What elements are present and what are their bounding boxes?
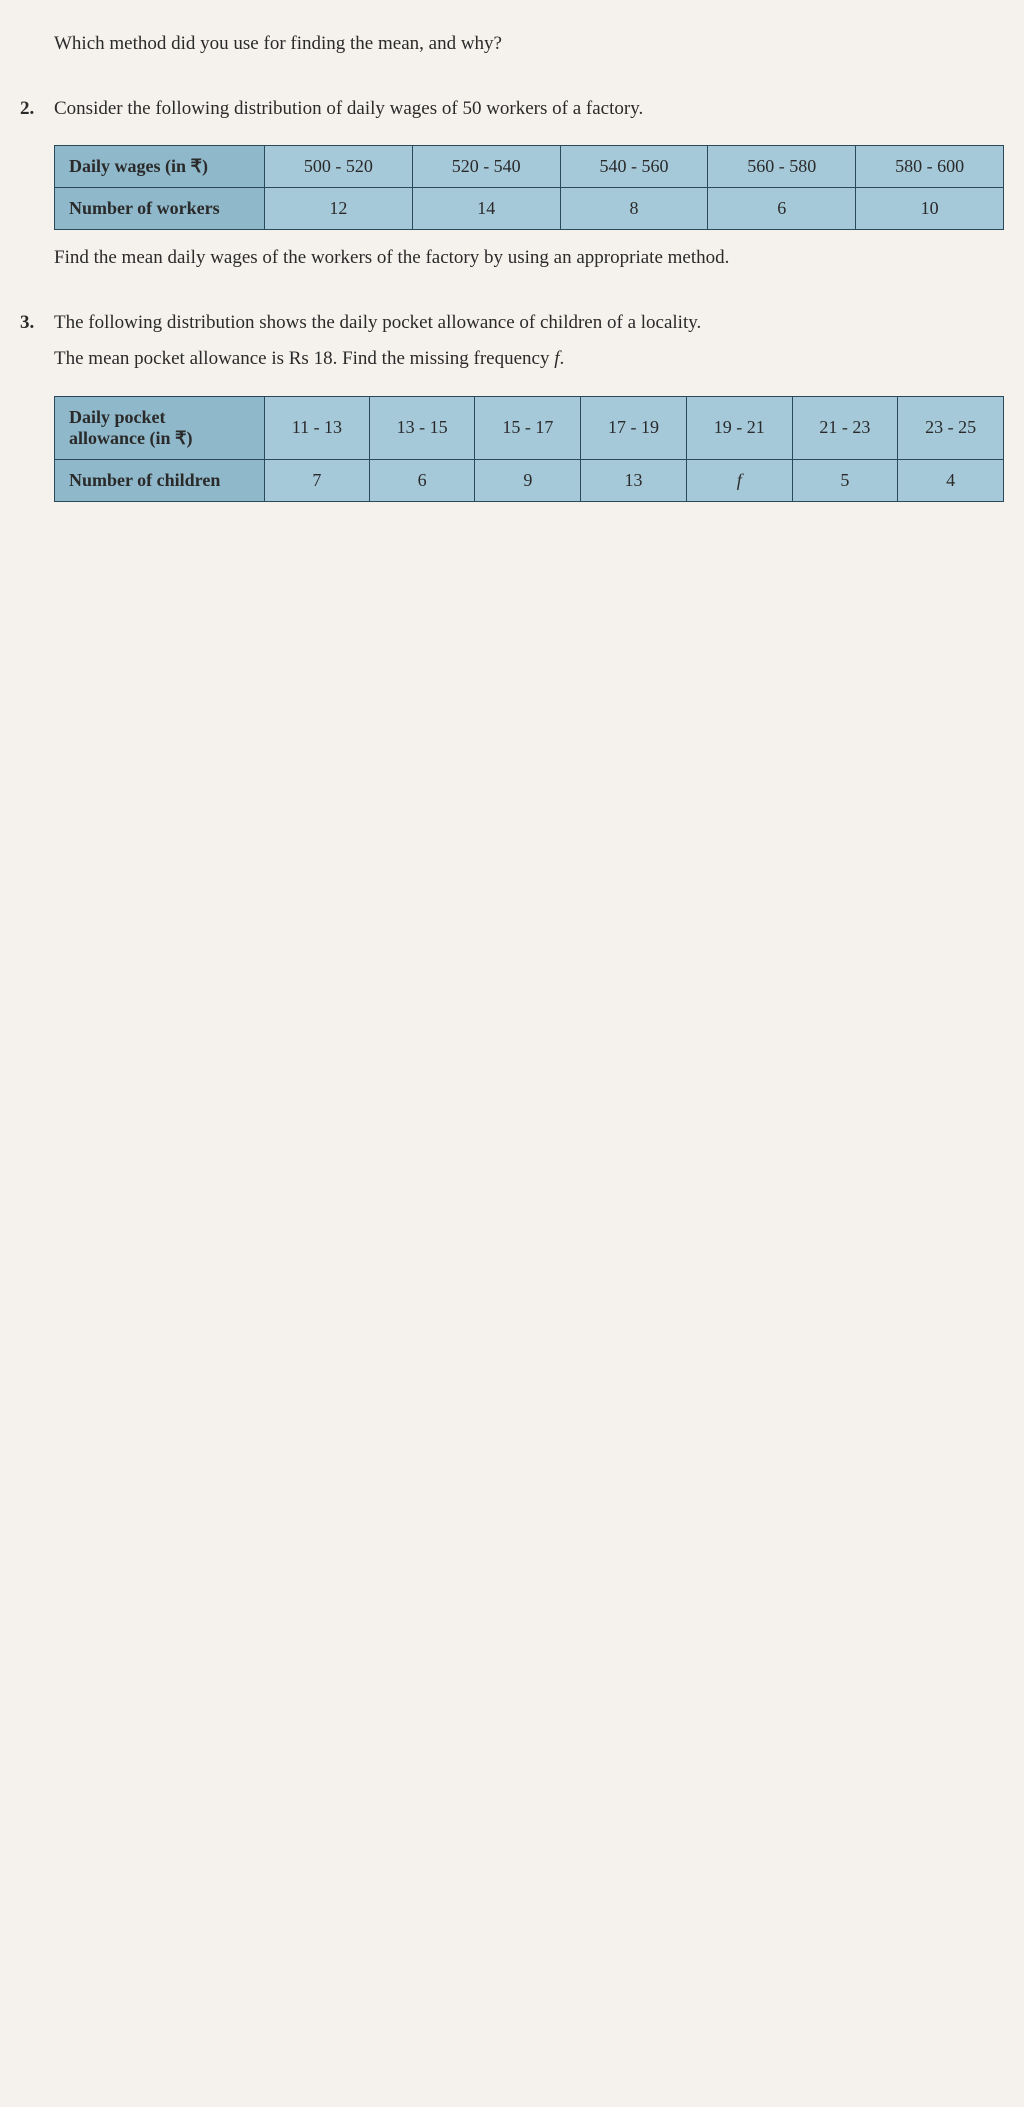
table-cell: 14: [412, 188, 560, 230]
question-3-number: 3.: [20, 309, 44, 382]
table-cell: 13: [581, 459, 687, 501]
question-3: 3. The following distribution shows the …: [20, 309, 1004, 502]
question-indent: [20, 30, 44, 67]
row-header-workers: Number of workers: [55, 188, 265, 230]
question-2-after-line: Find the mean daily wages of the workers…: [54, 244, 1004, 273]
question-1-line: Which method did you use for finding the…: [54, 30, 1004, 59]
question-3-line2: The mean pocket allowance is Rs 18. Find…: [54, 345, 1004, 374]
question-1: Which method did you use for finding the…: [20, 30, 1004, 67]
table-cell: 9: [475, 459, 581, 501]
table-cell: 7: [265, 459, 370, 501]
question-3-line2c: .: [560, 348, 565, 369]
question-1-text: Which method did you use for finding the…: [20, 30, 1004, 67]
table-cell: 10: [856, 188, 1004, 230]
table-cell: 560 - 580: [708, 146, 856, 188]
row-header-allowance: Daily pocket allowance (in ₹): [55, 396, 265, 459]
table-cell: 23 - 25: [898, 396, 1004, 459]
table-cell: 4: [898, 459, 1004, 501]
table-cell: 15 - 17: [475, 396, 581, 459]
table-cell-variable-f: f: [686, 459, 792, 501]
table-row: Daily wages (in ₹) 500 - 520 520 - 540 5…: [55, 146, 1004, 188]
row-header-allowance-line2: allowance (in ₹): [69, 428, 192, 448]
table-row: Number of children 7 6 9 13 f 5 4: [55, 459, 1004, 501]
question-2-number: 2.: [20, 95, 44, 132]
table-cell: 13 - 15: [369, 396, 475, 459]
row-header-allowance-line1: Daily pocket: [69, 407, 166, 427]
table-cell: 540 - 560: [560, 146, 708, 188]
question-3-text: 3. The following distribution shows the …: [20, 309, 1004, 382]
table-cell: 19 - 21: [686, 396, 792, 459]
question-3-line2a: The mean pocket allowance is Rs 18. Find…: [54, 348, 554, 369]
question-2-line1: Consider the following distribution of d…: [54, 95, 1004, 124]
question-3-line1: The following distribution shows the dai…: [54, 309, 1004, 338]
table-cell: 5: [792, 459, 898, 501]
row-header-wages: Daily wages (in ₹): [55, 146, 265, 188]
table-daily-wages: Daily wages (in ₹) 500 - 520 520 - 540 5…: [54, 145, 1004, 230]
question-1-body: Which method did you use for finding the…: [54, 30, 1004, 67]
table-cell: 520 - 540: [412, 146, 560, 188]
table-cell: 12: [265, 188, 413, 230]
table-cell: 6: [708, 188, 856, 230]
question-2-text: 2. Consider the following distribution o…: [20, 95, 1004, 132]
table-cell: 21 - 23: [792, 396, 898, 459]
table-cell: 17 - 19: [581, 396, 687, 459]
table-cell: 11 - 13: [265, 396, 370, 459]
question-indent: [20, 244, 44, 281]
table-cell: 8: [560, 188, 708, 230]
question-3-body: The following distribution shows the dai…: [54, 309, 1004, 382]
table-cell: 500 - 520: [265, 146, 413, 188]
table-row: Daily pocket allowance (in ₹) 11 - 13 13…: [55, 396, 1004, 459]
row-header-children: Number of children: [55, 459, 265, 501]
question-2-after: Find the mean daily wages of the workers…: [20, 244, 1004, 281]
question-2-after-body: Find the mean daily wages of the workers…: [54, 244, 1004, 281]
table-row: Number of workers 12 14 8 6 10: [55, 188, 1004, 230]
table-pocket-allowance: Daily pocket allowance (in ₹) 11 - 13 13…: [54, 396, 1004, 502]
question-2-body: Consider the following distribution of d…: [54, 95, 1004, 132]
question-2: 2. Consider the following distribution o…: [20, 95, 1004, 281]
table-cell: 6: [369, 459, 475, 501]
table-cell: 580 - 600: [856, 146, 1004, 188]
